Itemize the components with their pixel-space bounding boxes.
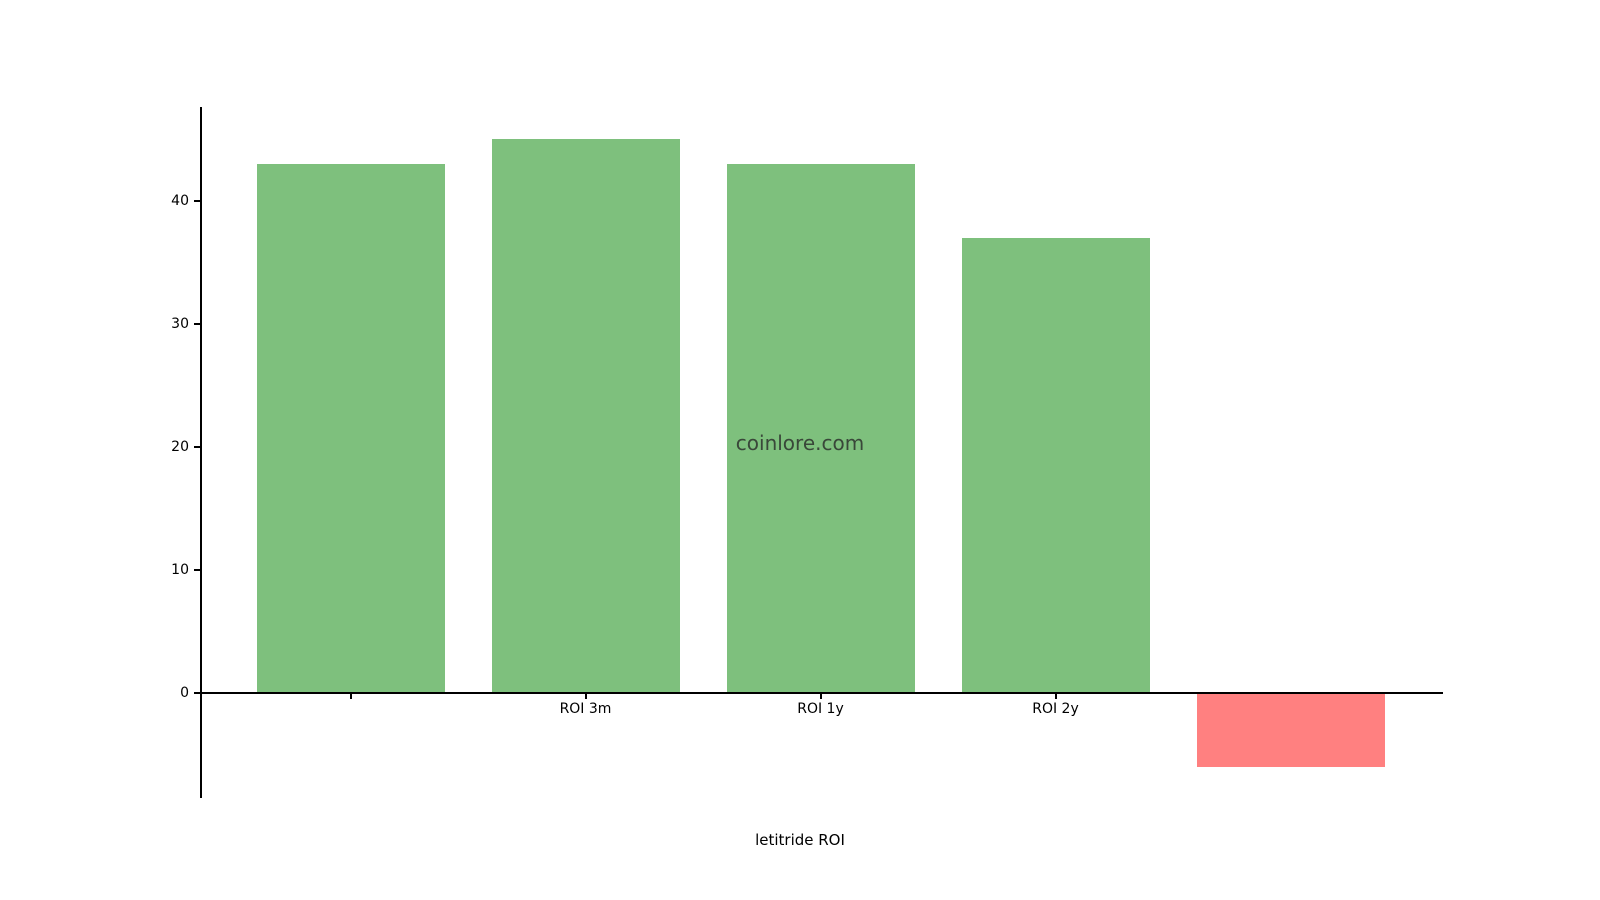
x-tick-mark: [1054, 693, 1057, 699]
x-tick-mark: [349, 693, 352, 699]
watermark-coinlore: coinlore.com: [735, 431, 865, 455]
bar-unlabeled-1: [256, 163, 445, 693]
bar-roi-2y: [961, 237, 1150, 693]
x-tick-mark: [584, 693, 587, 699]
chart-title: letitride ROI: [755, 831, 845, 849]
bar-roi-3m: [491, 139, 680, 693]
bar-unlabeled-5: [1196, 693, 1385, 767]
x-tick-mark: [819, 693, 822, 699]
y-tick-label: 10: [171, 561, 189, 578]
y-tick-label: 30: [171, 315, 189, 332]
y-tick-mark: [194, 692, 200, 694]
bar-roi-1y: [726, 163, 915, 693]
x-tick-label: ROI 2y: [1032, 701, 1079, 717]
y-tick-mark: [194, 568, 200, 571]
y-tick-label: 0: [180, 685, 189, 701]
y-tick-mark: [194, 322, 200, 325]
y-tick-mark: [194, 445, 200, 448]
x-tick-label: ROI 1y: [797, 701, 844, 717]
y-tick-label: 40: [171, 192, 189, 209]
y-axis-line: [200, 107, 202, 798]
y-tick-label: 20: [171, 438, 189, 455]
x-tick-label: ROI 3m: [559, 701, 612, 717]
y-tick-mark: [194, 199, 200, 202]
x-axis-line: [200, 692, 1443, 694]
